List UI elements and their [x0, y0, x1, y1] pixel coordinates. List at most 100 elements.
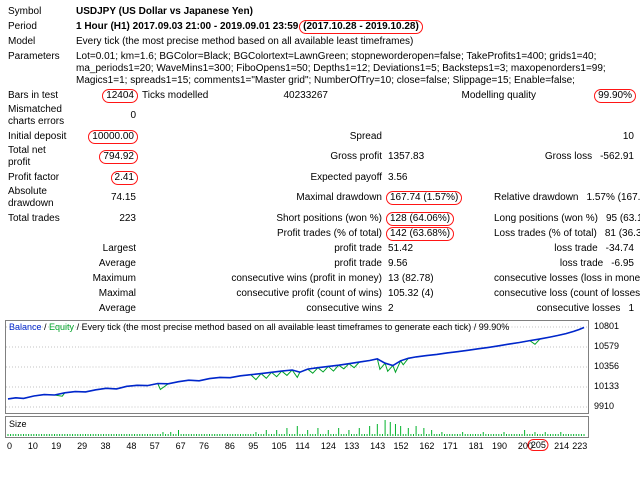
x-tick-label: 105: [271, 441, 287, 451]
profit-trades-label: Profit trades (% of total): [276, 227, 382, 239]
gross-loss-group: Gross loss -562.91: [494, 151, 634, 163]
short-positions-label: Short positions (won %): [276, 212, 382, 224]
report-row-maximum-consecutive: Maximum consecutive wins (profit in mone…: [8, 271, 640, 286]
ticks-modelled-value: 40233267: [283, 89, 329, 101]
symbol-label: Symbol: [8, 6, 42, 17]
report-row-parameters: Parameters Lot=0.01; km=1.6; BGColor=Bla…: [8, 50, 634, 88]
consecutive-loss-group: consecutive loss (count of losses)-36.88…: [494, 288, 640, 300]
x-tick-label: 200: [517, 441, 533, 451]
avg-consecutive-wins-value: 2: [388, 302, 394, 314]
consecutive-profit-value: 105.32 (4): [388, 287, 434, 299]
balance-equity-lines: [6, 326, 588, 408]
consecutive-losses-label: consecutive losses (loss in money): [494, 272, 640, 284]
gross-loss-label: Gross loss: [544, 151, 593, 162]
x-tick-label: 162: [419, 441, 435, 451]
x-tick-label: 214: [554, 441, 570, 451]
profit-factor-label: Profit factor: [8, 171, 60, 183]
x-tick-label: 57: [149, 441, 160, 451]
period-value: 1 Hour (H1) 2017.09.03 21:00 - 2019.09.0…: [76, 20, 634, 34]
relative-drawdown-group: Relative drawdown 1.57% (167.74): [494, 192, 640, 204]
maximum-sublabel: Maximum: [92, 272, 136, 284]
modelling-quality-value: 99.90%: [542, 88, 636, 103]
gross-profit-value: 1357.83: [388, 151, 425, 162]
expected-payoff-value: 3.56: [388, 171, 408, 183]
x-axis-gutter: [589, 440, 635, 453]
gross-profit-label: Gross profit: [330, 151, 382, 162]
parameters-label: Parameters: [8, 51, 60, 62]
avg-consecutive-losses-value: 1: [628, 302, 634, 314]
relative-drawdown-label: Relative drawdown: [494, 192, 579, 203]
expected-payoff-label: Expected payoff: [310, 171, 382, 183]
chart-caption-text: Every tick (the most precise method base…: [81, 322, 510, 332]
long-positions-group: Long positions (won %) 95 (63.16%): [494, 213, 640, 225]
avg-consecutive-losses-group: consecutive losses 1: [494, 302, 635, 315]
model-label: Model: [8, 36, 36, 47]
report-row-total-trades: Total trades 223 Short positions (won %)…: [8, 211, 640, 226]
symbol-value: USDJPY (US Dollar vs Japanese Yen): [76, 6, 253, 17]
balance-chart-panel: Balance / Equity / Every tick (the most …: [5, 320, 635, 453]
consecutive-loss-label: consecutive loss (count of losses): [494, 287, 640, 299]
long-positions-label: Long positions (won %): [494, 212, 598, 224]
x-tick-label: 205: [527, 439, 549, 451]
x-tick-label: 48: [126, 441, 137, 451]
report-row-symbol: Symbol USDJPY (US Dollar vs Japanese Yen…: [8, 5, 634, 20]
size-chart-label: Size: [9, 419, 27, 429]
maximal-sublabel: Maximal: [98, 287, 136, 299]
report-row-model: Model Every tick (the most precise metho…: [8, 35, 634, 50]
absolute-drawdown-label: Absolute drawdown: [8, 186, 54, 209]
size-bars: [7, 420, 585, 436]
report-row-mismatched: Mismatched charts errors 0: [8, 103, 634, 129]
report-row-average-consecutive: Average consecutive wins 2 consecutive l…: [8, 301, 634, 316]
x-tick-label: 152: [393, 441, 409, 451]
largest-sublabel: Largest: [102, 242, 136, 254]
x-tick-label: 38: [100, 441, 111, 451]
maximal-drawdown-value: 167.74 (1.57%): [386, 191, 488, 205]
x-tick-label: 19: [51, 441, 62, 451]
x-tick-label: 67: [175, 441, 186, 451]
balance-chart-plot: Balance / Equity / Every tick (the most …: [5, 320, 589, 414]
period-label: Period: [8, 21, 37, 32]
profit-trades-value: 142 (63.68%): [386, 226, 488, 241]
average-loss-trade-label: loss trade: [559, 257, 604, 269]
consecutive-profit-label: consecutive profit (count of wins): [236, 287, 382, 299]
x-tick-label: 124: [320, 441, 336, 451]
x-tick-label: 133: [344, 441, 360, 451]
caption-separator: /: [74, 322, 82, 332]
x-tick-label: 181: [468, 441, 484, 451]
report-row-netprofit: Total net profit 794.92 Gross profit 135…: [8, 144, 634, 170]
caption-separator: /: [41, 322, 50, 332]
x-tick-label: 86: [224, 441, 235, 451]
initial-deposit-value: 10000.00: [76, 129, 138, 144]
y-tick-label: 10356: [594, 361, 620, 371]
report-row-deposit: Initial deposit 10000.00 Spread 10: [8, 129, 634, 144]
avg-consecutive-losses-label: consecutive losses: [536, 302, 621, 314]
consecutive-wins-value: 13 (82.78): [388, 272, 434, 284]
largest-loss-trade-group: loss trade -34.74: [494, 243, 634, 255]
strategy-tester-report: Symbol USDJPY (US Dollar vs Japanese Yen…: [8, 5, 640, 316]
relative-drawdown-value: 1.57% (167.74): [586, 192, 640, 203]
profit-factor-value: 2.41: [76, 170, 138, 185]
size-gutter: [589, 416, 635, 438]
average-consec-sublabel: Average: [98, 302, 136, 314]
net-profit-value: 794.92: [76, 150, 138, 164]
mismatched-value: 0: [130, 110, 136, 121]
initial-deposit-label: Initial deposit: [8, 130, 67, 142]
y-tick-label: 9910: [594, 401, 615, 411]
x-tick-label: 143: [370, 441, 386, 451]
largest-loss-trade-value: -34.74: [605, 242, 634, 254]
maximal-drawdown-label: Maximal drawdown: [296, 192, 382, 203]
bars-value: 12404: [76, 88, 138, 103]
consecutive-losses-group: consecutive losses (loss in money)4 (-36…: [494, 273, 640, 285]
consecutive-wins-label: consecutive wins (profit in money): [231, 272, 382, 284]
net-profit-label: Total net profit: [8, 145, 46, 168]
gross-loss-value: -562.91: [600, 151, 634, 162]
x-tick-label: 190: [491, 441, 507, 451]
short-positions-value: 128 (64.06%): [386, 211, 488, 226]
report-row-period: Period 1 Hour (H1) 2017.09.03 21:00 - 20…: [8, 20, 634, 35]
spread-value-group: 10: [494, 131, 634, 143]
x-tick-label: 76: [198, 441, 209, 451]
parameters-value: Lot=0.01; km=1.6; BGColor=Black; BGColor…: [76, 51, 606, 86]
y-axis-labels: 10801 10579 10356 10133 9910: [589, 320, 635, 414]
period-range-highlight: (2017.10.28 - 2019.10.28): [299, 20, 423, 34]
balance-legend: Balance: [9, 322, 42, 332]
